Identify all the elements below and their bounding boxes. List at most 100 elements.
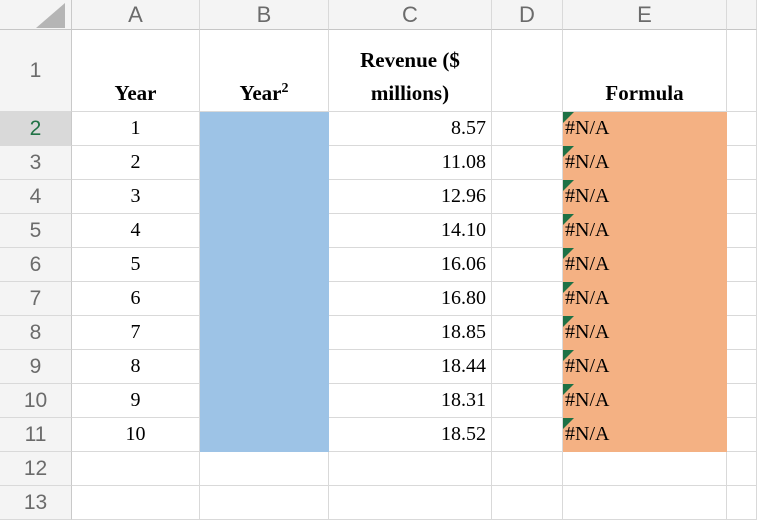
column-header-E[interactable]: E bbox=[563, 0, 727, 30]
cell-D13[interactable] bbox=[492, 486, 563, 520]
cell-E4[interactable]: #N/A bbox=[563, 180, 727, 214]
cell-A10[interactable]: 9 bbox=[72, 384, 200, 418]
cell-B3[interactable] bbox=[200, 146, 329, 180]
row-header-13[interactable]: 13 bbox=[0, 486, 72, 520]
row-header-10[interactable]: 10 bbox=[0, 384, 72, 418]
cell-D4[interactable] bbox=[492, 180, 563, 214]
cell-C10[interactable]: 18.31 bbox=[329, 384, 492, 418]
cell-A5[interactable]: 4 bbox=[72, 214, 200, 248]
cell-C12[interactable] bbox=[329, 452, 492, 486]
cell-D9[interactable] bbox=[492, 350, 563, 384]
cell-F5[interactable] bbox=[727, 214, 757, 248]
cell-F8[interactable] bbox=[727, 316, 757, 350]
cell-A3[interactable]: 2 bbox=[72, 146, 200, 180]
row-header-6[interactable]: 6 bbox=[0, 248, 72, 282]
cell-A9[interactable]: 8 bbox=[72, 350, 200, 384]
cell-E8[interactable]: #N/A bbox=[563, 316, 727, 350]
cell-A12[interactable] bbox=[72, 452, 200, 486]
cell-C11[interactable]: 18.52 bbox=[329, 418, 492, 452]
cell-F13[interactable] bbox=[727, 486, 757, 520]
column-header-D[interactable]: D bbox=[492, 0, 563, 30]
cell-F4[interactable] bbox=[727, 180, 757, 214]
row-header-12[interactable]: 12 bbox=[0, 452, 72, 486]
cell-D5[interactable] bbox=[492, 214, 563, 248]
cell-C3[interactable]: 11.08 bbox=[329, 146, 492, 180]
cell-C1[interactable]: Revenue ($ millions) bbox=[329, 30, 492, 112]
cell-E3[interactable]: #N/A bbox=[563, 146, 727, 180]
cell-E2[interactable]: #N/A bbox=[563, 112, 727, 146]
column-header-B[interactable]: B bbox=[200, 0, 329, 30]
cell-E10[interactable]: #N/A bbox=[563, 384, 727, 418]
cell-C8[interactable]: 18.85 bbox=[329, 316, 492, 350]
cell-D2[interactable] bbox=[492, 112, 563, 146]
cell-A8[interactable]: 7 bbox=[72, 316, 200, 350]
cell-text: #N/A bbox=[565, 321, 610, 343]
cell-B10[interactable] bbox=[200, 384, 329, 418]
select-all-corner[interactable] bbox=[0, 0, 72, 30]
cell-A2[interactable]: 1 bbox=[72, 112, 200, 146]
row-header-8[interactable]: 8 bbox=[0, 316, 72, 350]
column-header-A[interactable]: A bbox=[72, 0, 200, 30]
cell-D10[interactable] bbox=[492, 384, 563, 418]
cell-D1[interactable] bbox=[492, 30, 563, 112]
cell-A4[interactable]: 3 bbox=[72, 180, 200, 214]
cell-F2[interactable] bbox=[727, 112, 757, 146]
cell-B11[interactable] bbox=[200, 418, 329, 452]
cell-D7[interactable] bbox=[492, 282, 563, 316]
cell-A1[interactable]: Year bbox=[72, 30, 200, 112]
cell-B8[interactable] bbox=[200, 316, 329, 350]
row-header-3[interactable]: 3 bbox=[0, 146, 72, 180]
column-header-F[interactable] bbox=[727, 0, 757, 30]
cell-C4[interactable]: 12.96 bbox=[329, 180, 492, 214]
cell-F9[interactable] bbox=[727, 350, 757, 384]
cell-F12[interactable] bbox=[727, 452, 757, 486]
row-header-1[interactable]: 1 bbox=[0, 30, 72, 112]
cell-E7[interactable]: #N/A bbox=[563, 282, 727, 316]
cell-B7[interactable] bbox=[200, 282, 329, 316]
cell-E11[interactable]: #N/A bbox=[563, 418, 727, 452]
cell-E12[interactable] bbox=[563, 452, 727, 486]
cell-text: #N/A bbox=[565, 287, 610, 309]
row-header-7[interactable]: 7 bbox=[0, 282, 72, 316]
cell-F1[interactable] bbox=[727, 30, 757, 112]
row-header-2[interactable]: 2 bbox=[0, 112, 72, 146]
cell-D3[interactable] bbox=[492, 146, 563, 180]
row-header-11[interactable]: 11 bbox=[0, 418, 72, 452]
cell-E13[interactable] bbox=[563, 486, 727, 520]
row-header-9[interactable]: 9 bbox=[0, 350, 72, 384]
cell-D11[interactable] bbox=[492, 418, 563, 452]
cell-F6[interactable] bbox=[727, 248, 757, 282]
cell-D8[interactable] bbox=[492, 316, 563, 350]
cell-C9[interactable]: 18.44 bbox=[329, 350, 492, 384]
cell-E1[interactable]: Formula bbox=[563, 30, 727, 112]
cell-B12[interactable] bbox=[200, 452, 329, 486]
cell-A13[interactable] bbox=[72, 486, 200, 520]
cell-B5[interactable] bbox=[200, 214, 329, 248]
cell-F11[interactable] bbox=[727, 418, 757, 452]
column-header-C[interactable]: C bbox=[329, 0, 492, 30]
cell-A7[interactable]: 6 bbox=[72, 282, 200, 316]
cell-C13[interactable] bbox=[329, 486, 492, 520]
cell-E6[interactable]: #N/A bbox=[563, 248, 727, 282]
cell-D12[interactable] bbox=[492, 452, 563, 486]
cell-F7[interactable] bbox=[727, 282, 757, 316]
cell-A6[interactable]: 5 bbox=[72, 248, 200, 282]
cell-B1[interactable]: Year2 bbox=[200, 30, 329, 112]
cell-D6[interactable] bbox=[492, 248, 563, 282]
cell-C5[interactable]: 14.10 bbox=[329, 214, 492, 248]
cell-C6[interactable]: 16.06 bbox=[329, 248, 492, 282]
cell-B9[interactable] bbox=[200, 350, 329, 384]
cell-A11[interactable]: 10 bbox=[72, 418, 200, 452]
cell-B6[interactable] bbox=[200, 248, 329, 282]
row-header-4[interactable]: 4 bbox=[0, 180, 72, 214]
cell-F10[interactable] bbox=[727, 384, 757, 418]
cell-C2[interactable]: 8.57 bbox=[329, 112, 492, 146]
cell-E9[interactable]: #N/A bbox=[563, 350, 727, 384]
row-header-5[interactable]: 5 bbox=[0, 214, 72, 248]
cell-C7[interactable]: 16.80 bbox=[329, 282, 492, 316]
cell-F3[interactable] bbox=[727, 146, 757, 180]
cell-B13[interactable] bbox=[200, 486, 329, 520]
cell-B2[interactable] bbox=[200, 112, 329, 146]
cell-E5[interactable]: #N/A bbox=[563, 214, 727, 248]
cell-B4[interactable] bbox=[200, 180, 329, 214]
